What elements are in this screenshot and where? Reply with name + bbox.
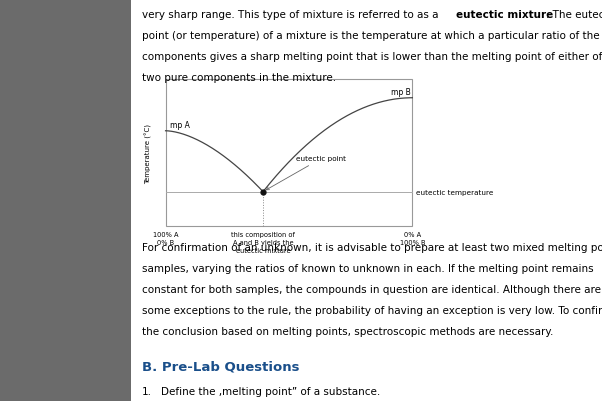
Text: mp B: mp B (391, 88, 411, 97)
Text: eutectic mixture: eutectic mixture (456, 10, 554, 20)
Text: 1.: 1. (142, 386, 152, 396)
Bar (166, 80, 412, 227)
Text: this composition of
A and B yields the
eutectic mixture: this composition of A and B yields the e… (231, 231, 295, 253)
Text: components gives a sharp melting point that is lower than the melting point of e: components gives a sharp melting point t… (142, 52, 602, 62)
Text: point (or temperature) of a mixture is the temperature at which a particular rat: point (or temperature) of a mixture is t… (142, 31, 602, 41)
Text: samples, varying the ratios of known to unknown in each. If the melting point re: samples, varying the ratios of known to … (142, 263, 594, 273)
Text: eutectic point: eutectic point (266, 156, 346, 190)
Text: very sharp range. This type of mixture is referred to as a: very sharp range. This type of mixture i… (142, 10, 442, 20)
Text: Temperature (°C): Temperature (°C) (145, 124, 152, 183)
Text: 100% A
0% B: 100% A 0% B (153, 231, 178, 245)
Bar (131, 0, 602, 401)
Text: eutectic temperature: eutectic temperature (416, 189, 494, 195)
Text: . The eutectic: . The eutectic (546, 10, 602, 20)
Text: 0% A
100% B: 0% A 100% B (400, 231, 425, 245)
Text: B. Pre-Lab Questions: B. Pre-Lab Questions (142, 360, 300, 373)
Text: two pure components in the mixture.: two pure components in the mixture. (142, 73, 336, 83)
Text: For confirmation of an unknown, it is advisable to prepare at least two mixed me: For confirmation of an unknown, it is ad… (142, 243, 602, 253)
Text: constant for both samples, the compounds in question are identical. Although the: constant for both samples, the compounds… (142, 284, 601, 294)
Text: some exceptions to the rule, the probability of having an exception is very low.: some exceptions to the rule, the probabi… (142, 305, 602, 315)
Text: mp A: mp A (170, 121, 190, 130)
Text: Define the ‚melting point” of a substance.: Define the ‚melting point” of a substanc… (161, 386, 380, 396)
Text: the conclusion based on melting points, spectroscopic methods are necessary.: the conclusion based on melting points, … (142, 326, 553, 336)
